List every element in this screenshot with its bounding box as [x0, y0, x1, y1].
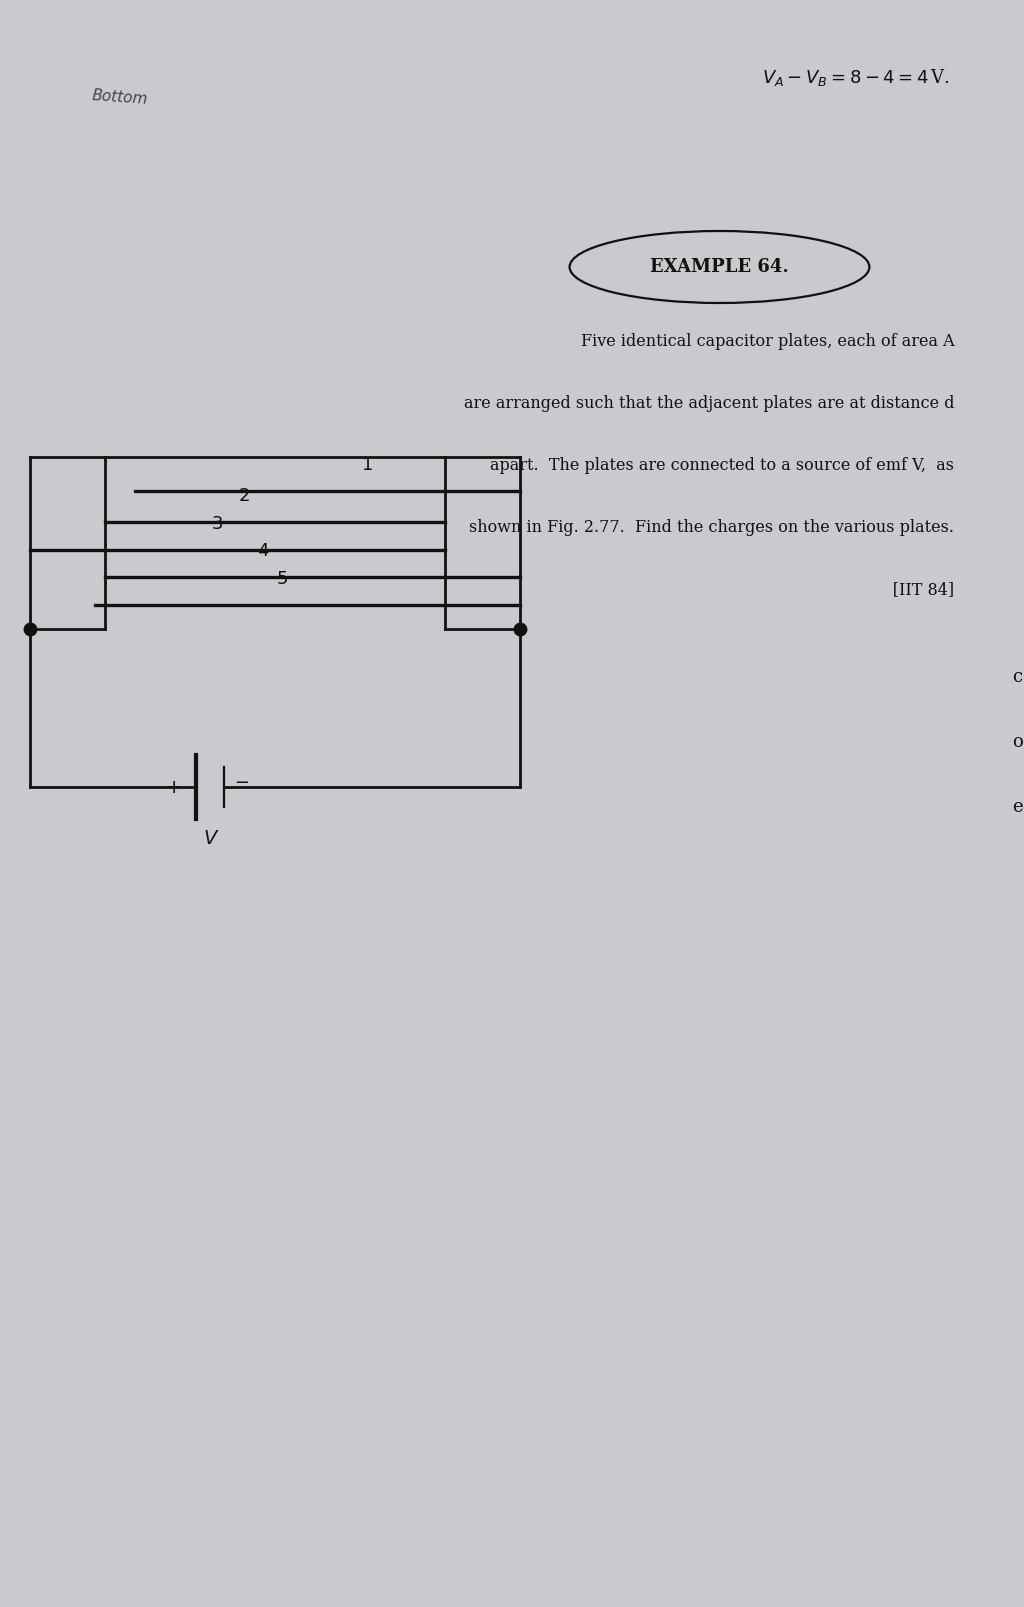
Text: [IIT 84]: [IIT 84] [657, 582, 954, 598]
Text: 2: 2 [239, 487, 251, 505]
Text: −: − [234, 775, 250, 792]
Text: are arranged such that the adjacent plates are at distance d: are arranged such that the adjacent plat… [464, 395, 954, 413]
Text: EXAMPLE 64.: EXAMPLE 64. [650, 259, 788, 276]
Text: +: + [166, 778, 182, 797]
Text: o: o [1012, 733, 1023, 750]
Text: 5: 5 [276, 569, 288, 588]
Text: V: V [203, 829, 216, 848]
Text: Five identical capacitor plates, each of area A: Five identical capacitor plates, each of… [581, 334, 954, 350]
Text: c: c [1012, 669, 1022, 686]
Text: Bottom: Bottom [91, 87, 148, 106]
Text: shown in Fig. 2.77.  Find the charges on the various plates.: shown in Fig. 2.77. Find the charges on … [469, 519, 954, 537]
Text: e: e [1012, 799, 1023, 816]
Text: $V_A - V_B = 8 - 4 = 4\,$V.: $V_A - V_B = 8 - 4 = 4\,$V. [762, 66, 949, 87]
Text: 4: 4 [257, 542, 268, 561]
Text: 3: 3 [212, 514, 223, 532]
Text: apart.  The plates are connected to a source of emf V,  as: apart. The plates are connected to a sou… [490, 458, 954, 474]
Text: 1: 1 [361, 456, 373, 474]
